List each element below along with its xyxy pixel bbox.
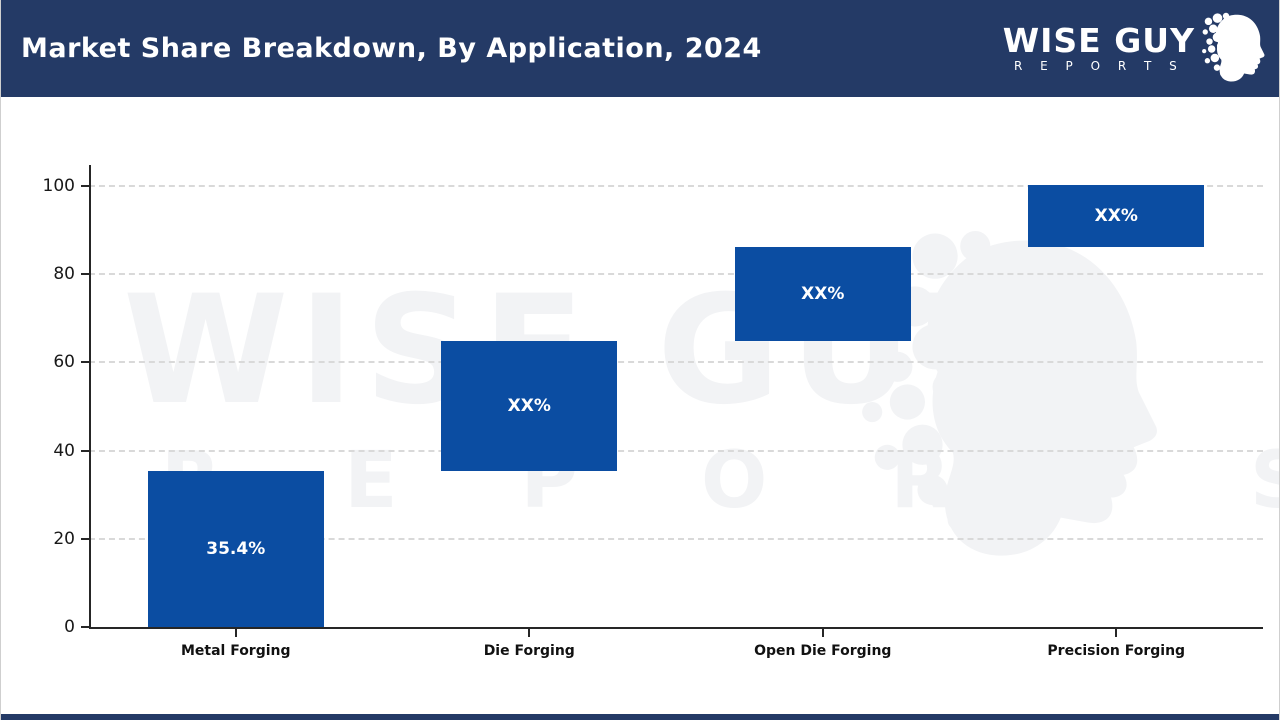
bar-value-label: XX% (801, 283, 845, 304)
x-axis-label: Open Die Forging (754, 643, 892, 659)
gridline (89, 361, 1263, 364)
logo-face-icon (1202, 12, 1265, 82)
x-tick (1115, 629, 1118, 637)
y-tick (81, 185, 89, 187)
bar (147, 470, 324, 627)
bar (1028, 184, 1205, 247)
x-axis-line (89, 627, 1263, 629)
bar (441, 340, 618, 471)
wiseguy-logo: WISE GUY R E P O R T S (1003, 11, 1267, 87)
y-tick-label: 100 (42, 176, 75, 196)
gridline (89, 449, 1263, 452)
chart-title: Market Share Breakdown, By Application, … (21, 33, 762, 64)
bar (734, 246, 911, 341)
bar-value-label: XX% (507, 395, 551, 416)
x-tick (821, 629, 824, 637)
y-tick-label: 80 (53, 264, 75, 285)
gridline (89, 185, 1263, 187)
y-tick-label: 20 (53, 528, 75, 549)
y-tick-label: 40 (53, 440, 75, 461)
x-axis-label: Die Forging (483, 643, 575, 659)
footer-bar (1, 714, 1279, 720)
y-tick (81, 361, 89, 364)
bar-value-label: 35.4% (206, 538, 266, 559)
y-tick (81, 273, 89, 276)
bar-value-label: XX% (1094, 205, 1138, 226)
y-tick-label: 60 (53, 352, 75, 373)
y-tick (81, 449, 89, 452)
header-bar: Market Share Breakdown, By Application, … (1, 0, 1279, 97)
y-tick (81, 626, 89, 628)
logo-wordmark: WISE GUY (1002, 20, 1195, 60)
x-tick (528, 629, 531, 637)
x-axis-label: Precision Forging (1047, 643, 1186, 659)
y-tick-label: 0 (64, 617, 75, 637)
gridline (89, 537, 1263, 540)
x-tick (234, 629, 237, 637)
y-axis-line (89, 165, 91, 629)
x-axis-label: Metal Forging (180, 643, 291, 659)
logo-subtext: R E P O R T S (1013, 59, 1184, 74)
gridline (89, 273, 1263, 276)
logo-wordmark-block: WISE GUY R E P O R T S (1002, 20, 1195, 74)
y-tick (81, 537, 89, 540)
